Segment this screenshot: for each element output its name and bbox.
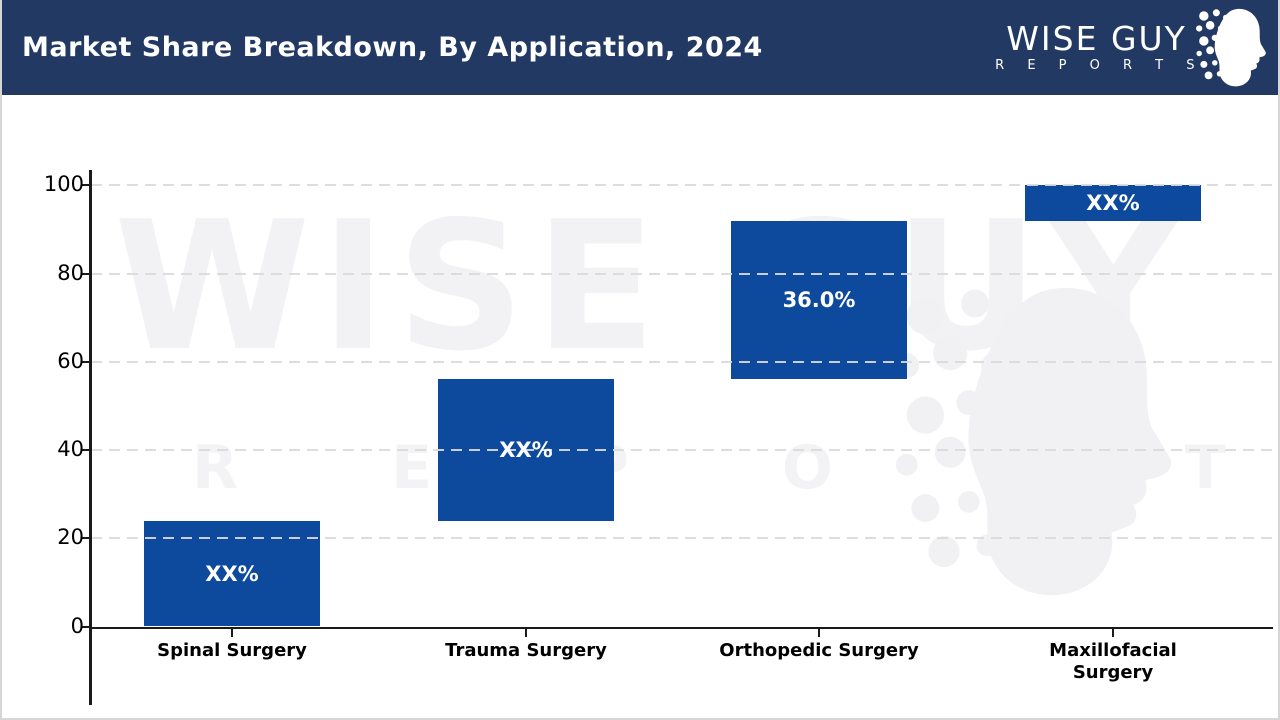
y-tick-label-60: 60 [57, 348, 84, 373]
logo-subtitle: R E P O R T S [995, 58, 1204, 74]
y-tick-mark-20 [82, 537, 90, 540]
bar-orthopedic-surgery [731, 220, 907, 380]
y-tick-mark-100 [82, 184, 90, 187]
y-axis-spine [89, 170, 92, 705]
y-tick-label-0: 0 [70, 613, 84, 638]
wise-guy-reports-logo: WISE GUY R E P O R T S [989, 5, 1278, 91]
y-tick-label-100: 100 [43, 172, 84, 197]
bar-label-spinal-surgery: XX% [205, 561, 259, 586]
x-axis-spine [89, 626, 1273, 629]
page-title: Market Share Breakdown, By Application, … [22, 32, 763, 63]
bar-label-orthopedic-surgery: 36.0% [782, 288, 856, 312]
x-tick-label-trauma-surgery: Trauma Surgery [445, 640, 607, 661]
gridline-40 [91, 449, 1273, 452]
y-tick-mark-40 [82, 449, 90, 452]
logo-text: WISE GUY R E P O R T S [989, 18, 1204, 74]
watermark: WISE GUY R E P O R T S [2, 95, 1278, 718]
y-tick-mark-60 [82, 360, 90, 363]
x-tick-mark-trauma-surgery [525, 629, 527, 637]
gridline-60 [91, 360, 1273, 363]
bar-label-maxillofacial-surgery: XX% [1086, 190, 1140, 215]
logo-head-icon [1196, 8, 1266, 86]
logo-wordmark: WISE GUY [1006, 18, 1187, 58]
x-tick-label-orthopedic-surgery: Orthopedic Surgery [719, 640, 919, 661]
watermark-head-icon [894, 287, 1172, 596]
y-tick-mark-0 [82, 625, 90, 628]
x-tick-mark-spinal-surgery [231, 629, 233, 637]
y-tick-mark-80 [82, 272, 90, 275]
x-tick-mark-orthopedic-surgery [818, 629, 820, 637]
chart-plot-area: WISE GUY R E P O R T S 0 20 40 60 80 100 XX% Sp… [2, 95, 1278, 718]
bar-maxillofacial-surgery [1025, 185, 1201, 221]
x-tick-label-spinal-surgery: Spinal Surgery [157, 640, 307, 661]
header-bar: Market Share Breakdown, By Application, … [2, 0, 1278, 95]
x-tick-mark-maxillofacial-surgery [1112, 629, 1114, 637]
gridline-20 [91, 537, 1273, 540]
gridline-80 [91, 272, 1273, 275]
bar-label-trauma-surgery: XX% [499, 438, 553, 463]
y-tick-label-20: 20 [57, 525, 84, 550]
y-tick-label-80: 80 [57, 260, 84, 285]
y-tick-label-40: 40 [57, 437, 84, 462]
gridline-100 [91, 184, 1273, 187]
x-tick-label-maxillofacial-surgery: Maxillofacial Surgery [1049, 640, 1177, 683]
